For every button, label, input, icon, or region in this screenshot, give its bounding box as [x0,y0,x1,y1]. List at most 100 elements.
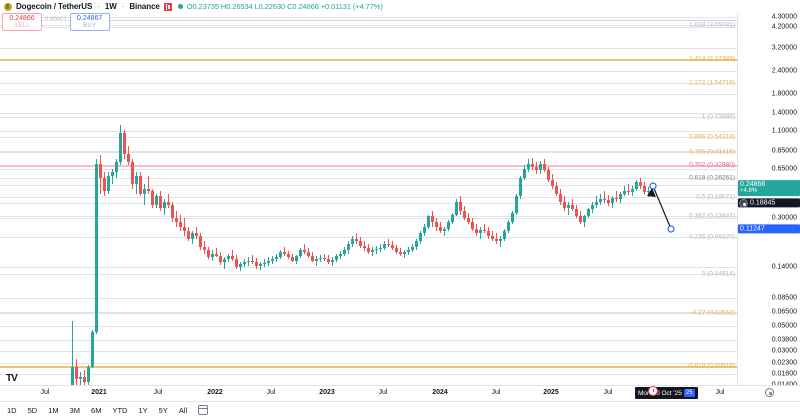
candlestick[interactable] [338,253,343,257]
range-button-all[interactable]: All [178,405,188,415]
candlestick[interactable] [518,177,523,197]
fib-level-label[interactable]: -0.618 (0.00918) [686,362,735,370]
candlestick[interactable] [230,256,235,259]
candlestick[interactable] [98,163,103,178]
candlestick[interactable] [450,214,455,223]
candlestick[interactable] [174,218,179,223]
candlestick[interactable] [386,243,391,246]
chart-canvas[interactable]: 1.618 (3.05081) 1.414 (2.27388) 1.272 (1.5… [0,13,737,385]
candlestick[interactable] [158,196,163,208]
candlestick[interactable] [522,168,527,178]
candlestick[interactable] [130,162,135,185]
candlestick[interactable] [546,170,551,180]
range-button-5y[interactable]: 5Y [158,405,168,415]
candlestick[interactable] [598,198,603,202]
candlestick[interactable] [78,376,83,380]
clock-icon[interactable] [648,386,658,396]
candlestick[interactable] [478,230,483,234]
candlestick[interactable] [330,260,335,262]
candlestick[interactable] [214,253,219,256]
candlestick[interactable] [558,193,563,202]
candlestick[interactable] [194,233,199,236]
candlestick[interactable] [206,250,211,258]
candlestick[interactable] [642,186,647,193]
fib-level-label[interactable]: 0.786 (0.41416) [689,148,735,156]
range-button-1y[interactable]: 1Y [138,405,148,415]
candlestick[interactable] [342,250,347,254]
candlestick[interactable] [246,260,251,263]
time-scale-settings-icon[interactable] [765,388,774,397]
candlestick[interactable] [622,191,627,194]
candlestick[interactable] [406,249,411,253]
candlestick[interactable] [226,256,231,260]
candlestick[interactable] [114,162,119,173]
candlestick[interactable] [502,231,507,239]
candlestick[interactable] [82,376,87,383]
candlestick[interactable] [238,263,243,268]
candlestick[interactable] [638,181,643,187]
candlestick[interactable] [334,256,339,260]
candlestick[interactable] [106,175,111,192]
candlestick[interactable] [178,222,183,227]
candlestick[interactable] [302,250,307,253]
range-button-ytd[interactable]: YTD [112,405,128,415]
candlestick[interactable] [222,259,227,263]
candlestick[interactable] [566,204,571,208]
calendar-icon[interactable] [198,405,209,415]
candlestick[interactable] [150,191,155,205]
fib-level-line[interactable] [0,83,737,84]
range-button-6m[interactable]: 6M [91,405,102,415]
price-scale[interactable]: 4.30000 4.20000 3.20000 2.40000 1.80000 1.400… [737,13,800,385]
candlestick[interactable] [314,259,319,261]
range-button-5d[interactable]: 5D [27,405,38,415]
range-button-1m[interactable]: 1M [48,405,59,415]
candlestick[interactable] [366,248,371,252]
fib-level-label[interactable]: 1.272 (1.54716) [689,79,735,87]
candlestick[interactable] [118,132,123,163]
last-price-badge[interactable]: 0.24866 +4.8% [738,180,800,196]
fib-level-label[interactable]: 0.702 (0.32980) [689,161,735,169]
fib-level-label[interactable]: 0 (0.04914) [701,270,735,278]
time-scale[interactable]: Jul 2021 Jul 2022 Jul 2023 Jul 2024 Jul 2025 Jul Ju… [0,385,800,400]
candlestick[interactable] [490,235,495,239]
candlestick[interactable] [102,177,107,192]
fib-level-label[interactable]: 1.618 (3.05081) [689,21,735,29]
candlestick[interactable] [362,245,367,249]
candlestick[interactable] [110,172,115,176]
candlestick[interactable] [554,186,559,194]
candlestick[interactable] [470,222,475,229]
fib-level-line[interactable] [0,197,737,198]
candlestick[interactable] [514,196,519,213]
candlestick[interactable] [418,233,423,242]
range-button-1d[interactable]: 1D [7,405,17,415]
candlestick[interactable] [474,228,479,234]
candlestick[interactable] [462,211,467,218]
fib-level-line[interactable] [0,25,737,26]
candlestick[interactable] [310,255,315,261]
candlestick[interactable] [270,259,275,261]
candlestick[interactable] [582,216,587,223]
crosshair-settings-icon[interactable] [739,198,748,208]
candlestick[interactable] [282,251,287,255]
candlestick[interactable] [466,217,471,223]
trade-widget[interactable]: 0.24866 SELL 0.00001 0.24867 BUY [2,13,110,32]
candlestick[interactable] [534,167,539,171]
candlestick[interactable] [526,163,531,169]
candlestick[interactable] [254,261,259,267]
fib-level-line[interactable] [0,165,737,167]
exchange-label[interactable]: Binance [129,2,160,11]
candlestick[interactable] [154,196,159,205]
candlestick[interactable] [294,256,299,261]
candlestick[interactable] [486,231,491,236]
buy-button[interactable]: 0.24867 BUY [69,13,110,32]
candlestick[interactable] [398,252,403,255]
candlestick[interactable] [182,226,187,232]
candlestick[interactable] [614,197,619,199]
candlestick[interactable] [586,209,591,217]
candlestick[interactable] [402,252,407,255]
crosshair-date-badge[interactable]: Mon 20 Oct '25 25 [635,387,698,399]
candlestick[interactable] [426,216,431,227]
candlestick[interactable] [90,331,95,368]
candlestick[interactable] [322,257,327,259]
candlestick[interactable] [358,241,363,246]
